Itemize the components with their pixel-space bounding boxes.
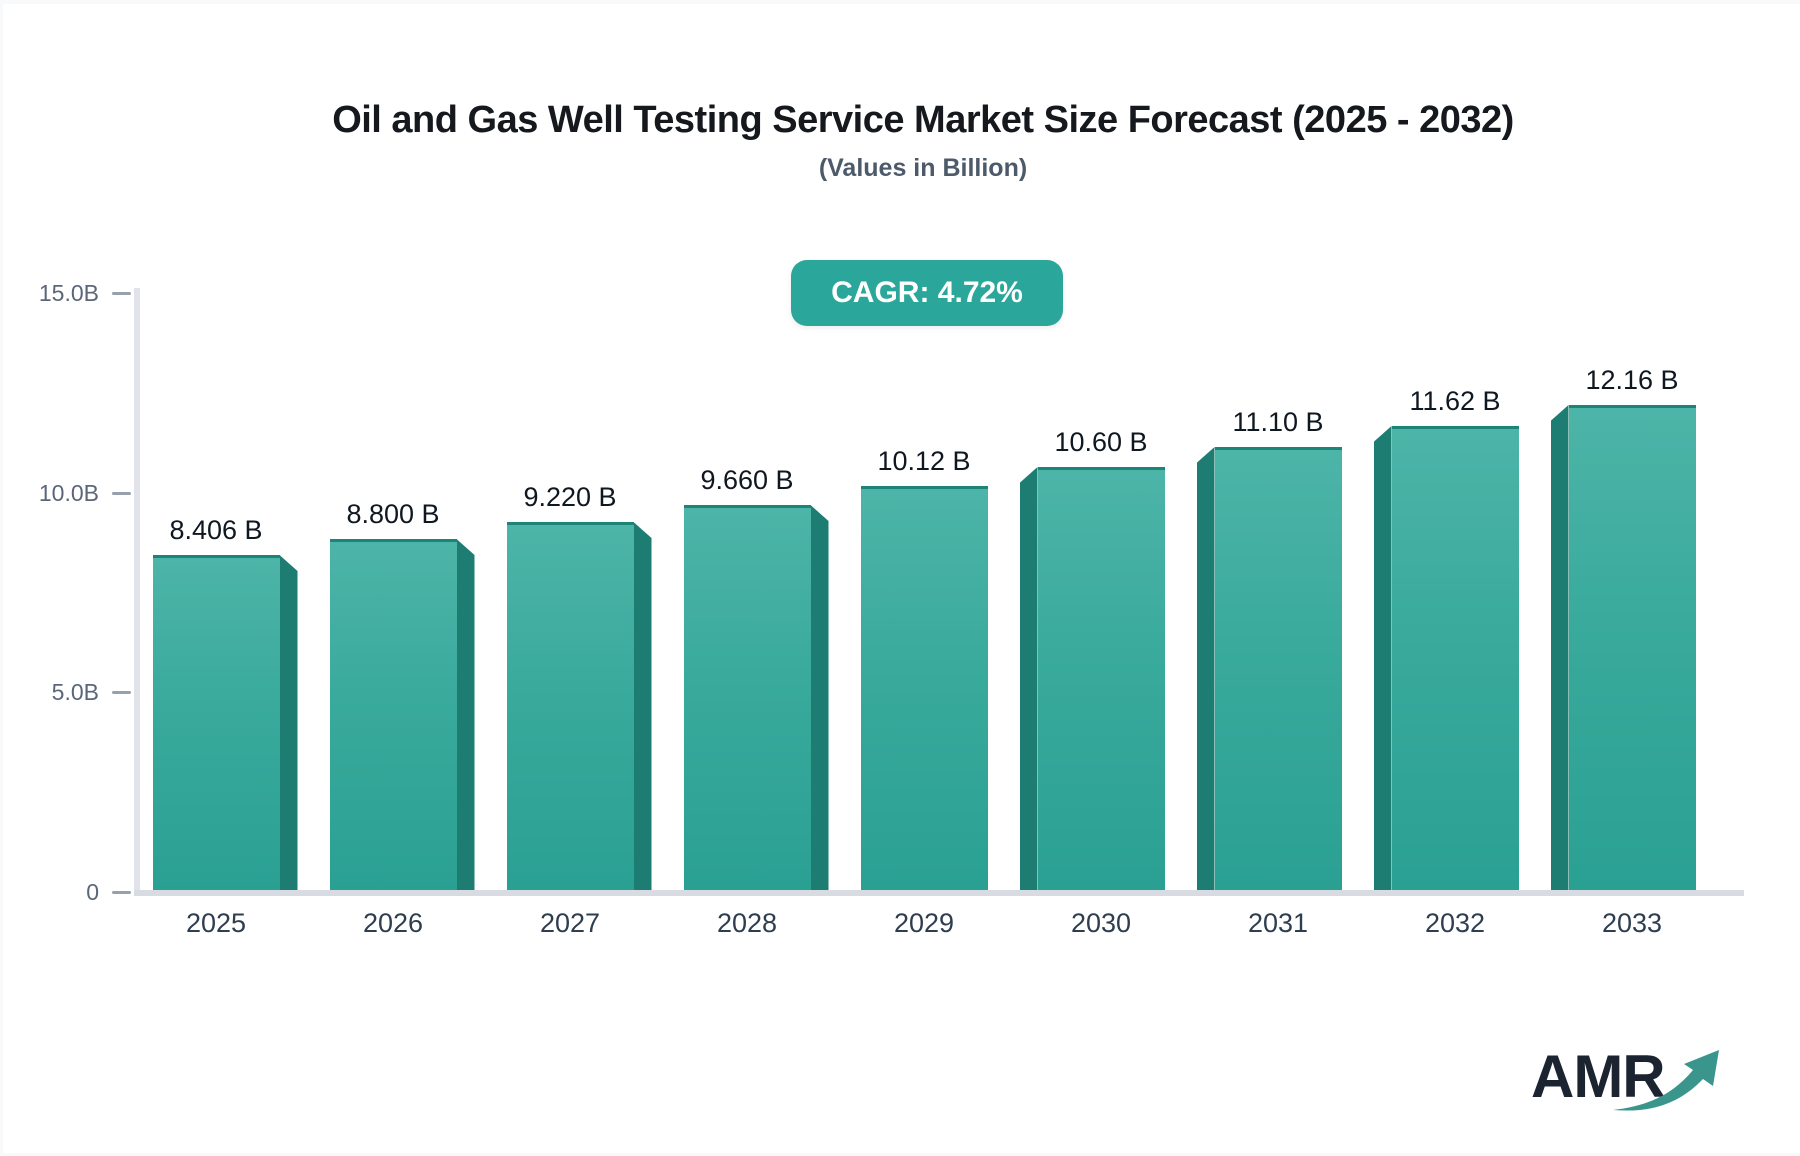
y-tick: 15.0B bbox=[11, 280, 131, 308]
bar-side-face bbox=[1019, 467, 1038, 890]
y-tick: 10.0B bbox=[11, 479, 131, 507]
x-axis-baseline bbox=[134, 890, 1744, 896]
bar bbox=[860, 486, 988, 890]
x-axis-label: 2025 bbox=[185, 908, 247, 938]
bar-side-face bbox=[1550, 405, 1569, 890]
bar-side-face bbox=[810, 505, 829, 890]
bar bbox=[506, 522, 634, 890]
bar-value-label: 11.62 B bbox=[1409, 386, 1501, 416]
bar-value-label: 9.220 B bbox=[523, 482, 617, 512]
y-tick-label: 0 bbox=[86, 878, 99, 905]
bar-side-face bbox=[633, 522, 652, 890]
y-tick-mark bbox=[112, 890, 131, 894]
y-tick-label: 15.0B bbox=[38, 280, 99, 306]
bar bbox=[152, 555, 280, 890]
bar-side-face bbox=[1196, 447, 1215, 890]
bar-side-face bbox=[279, 555, 298, 890]
y-tick: 0 bbox=[11, 878, 131, 906]
bar bbox=[1568, 405, 1696, 890]
y-tick-label: 10.0B bbox=[38, 479, 99, 506]
bar-value-label: 9.660 B bbox=[700, 465, 794, 495]
x-axis-label: 2030 bbox=[1070, 908, 1132, 938]
x-axis-label: 2031 bbox=[1247, 908, 1309, 938]
bar bbox=[329, 539, 457, 890]
bar bbox=[1391, 426, 1519, 890]
bar-side-face bbox=[456, 539, 475, 890]
growth-arrow-icon bbox=[1613, 1050, 1719, 1111]
y-axis-line bbox=[134, 288, 140, 896]
y-tick-mark bbox=[112, 691, 131, 694]
x-axis-label: 2029 bbox=[893, 908, 955, 938]
x-axis-label: 2028 bbox=[716, 908, 778, 938]
bar-value-label: 8.406 B bbox=[169, 515, 263, 545]
x-axis-label: 2032 bbox=[1424, 908, 1486, 938]
amr-logo-text: AMR bbox=[1531, 1043, 1666, 1110]
bar-value-label: 10.12 B bbox=[877, 446, 971, 476]
bar bbox=[1214, 447, 1342, 890]
x-axis-label: 2027 bbox=[539, 908, 601, 938]
x-axis-label: 2026 bbox=[362, 908, 424, 938]
bar bbox=[683, 505, 811, 890]
y-tick-label: 5.0B bbox=[51, 679, 99, 705]
y-tick-mark bbox=[112, 292, 131, 295]
bar-value-label: 12.16 B bbox=[1585, 365, 1679, 395]
y-tick: 5.0B bbox=[11, 679, 131, 707]
chart-title: Oil and Gas Well Testing Service Market … bbox=[332, 99, 1514, 141]
cagr-badge: CAGR: 4.72% bbox=[791, 260, 1063, 326]
bar-value-label: 11.10 B bbox=[1232, 407, 1324, 437]
bar bbox=[1037, 467, 1165, 890]
bar-value-label: 10.60 B bbox=[1054, 427, 1148, 457]
x-axis-label: 2033 bbox=[1601, 908, 1663, 938]
bar-side-face bbox=[1373, 426, 1392, 890]
y-tick-mark bbox=[112, 491, 131, 495]
chart-subtitle: (Values in Billion) bbox=[818, 154, 1028, 182]
cagr-badge-label: CAGR: 4.72% bbox=[831, 276, 1023, 309]
amr-logo: AMR bbox=[1531, 1034, 1761, 1124]
bar-value-label: 8.800 B bbox=[346, 499, 440, 529]
